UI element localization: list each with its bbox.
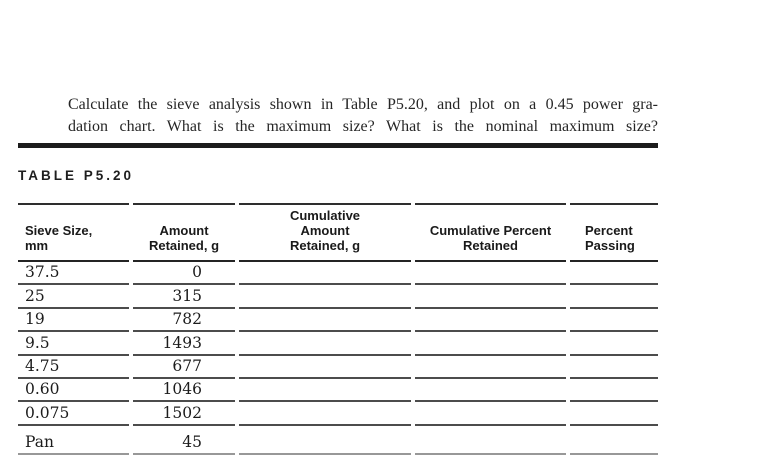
sieve-analysis-table: Sieve Size, mm Amount Retained, g Cumula… <box>18 203 658 456</box>
cell-value: 0.60 <box>25 380 60 399</box>
cell-percent-passing <box>570 262 658 286</box>
cell-cumulative-percent <box>415 262 566 286</box>
cell-value: 45 <box>182 433 202 452</box>
header-sieve-size: Sieve Size, mm <box>18 203 129 262</box>
cell-value: 1502 <box>162 403 202 422</box>
header-amount-retained-label: Amount Retained, g <box>148 223 220 253</box>
cell-amount-retained: 45 <box>133 426 235 456</box>
cell-amount-retained: 782 <box>133 309 235 333</box>
cell-cumulative-percent <box>415 309 566 333</box>
cell-value: 25 <box>25 286 45 305</box>
cell-sieve-size: 25 <box>18 285 129 309</box>
cell-cumulative-amount <box>239 356 411 379</box>
problem-statement: Calculate the sieve analysis shown in Ta… <box>68 94 658 137</box>
cell-sieve-size: 37.5 <box>18 262 129 286</box>
cell-cumulative-amount <box>239 332 411 356</box>
cell-amount-retained: 0 <box>133 262 235 286</box>
cell-cumulative-amount <box>239 426 411 456</box>
cell-value: 677 <box>172 356 202 375</box>
cell-cumulative-amount <box>239 262 411 286</box>
cell-cumulative-percent <box>415 332 566 356</box>
cell-cumulative-amount <box>239 402 411 426</box>
table-row: 19 782 <box>18 309 658 333</box>
table-header-row: Sieve Size, mm Amount Retained, g Cumula… <box>18 203 658 262</box>
cell-sieve-size: 0.60 <box>18 379 129 403</box>
cell-percent-passing <box>570 285 658 309</box>
cell-percent-passing <box>570 309 658 333</box>
header-amount-retained: Amount Retained, g <box>133 203 235 262</box>
cell-cumulative-amount <box>239 285 411 309</box>
cell-sieve-size: 0.075 <box>18 402 129 426</box>
cell-value: 4.75 <box>25 356 60 375</box>
cell-value: 1046 <box>162 380 202 399</box>
table-row: 9.5 1493 <box>18 332 658 356</box>
problem-line-2: dation chart. What is the maximum size? … <box>68 117 658 135</box>
header-cumulative-percent-label: Cumulative Percent Retained <box>429 223 552 253</box>
cell-sieve-size: 4.75 <box>18 356 129 379</box>
cell-amount-retained: 677 <box>133 356 235 379</box>
section-divider-rule <box>18 143 658 148</box>
cell-value: 0.075 <box>25 403 70 422</box>
cell-sieve-size: 9.5 <box>18 332 129 356</box>
cell-cumulative-amount <box>239 379 411 403</box>
cell-value: 0 <box>192 263 202 282</box>
table-row: 25 315 <box>18 285 658 309</box>
cell-cumulative-percent <box>415 356 566 379</box>
cell-value: Pan <box>25 433 54 452</box>
header-cumulative-percent: Cumulative Percent Retained <box>415 203 566 262</box>
cell-percent-passing <box>570 332 658 356</box>
cell-percent-passing <box>570 402 658 426</box>
cell-amount-retained: 1493 <box>133 332 235 356</box>
table-row: 37.5 0 <box>18 262 658 286</box>
header-cumulative-amount: Cumulative Amount Retained, g <box>239 203 411 262</box>
cell-value: 37.5 <box>25 263 60 282</box>
table-row: 0.60 1046 <box>18 379 658 403</box>
cell-amount-retained: 1046 <box>133 379 235 403</box>
table-row: 0.075 1502 <box>18 402 658 426</box>
cell-percent-passing <box>570 426 658 456</box>
cell-value: 9.5 <box>25 333 50 352</box>
cell-cumulative-percent <box>415 285 566 309</box>
cell-cumulative-percent <box>415 402 566 426</box>
header-percent-passing-label: Percent Passing <box>585 223 635 253</box>
cell-value: 1493 <box>162 333 202 352</box>
cell-percent-passing <box>570 356 658 379</box>
table-row: 4.75 677 <box>18 356 658 379</box>
problem-line-1: Calculate the sieve analysis shown in Ta… <box>68 96 658 113</box>
cell-value: 315 <box>172 286 202 305</box>
cell-cumulative-percent <box>415 426 566 456</box>
cell-cumulative-amount <box>239 309 411 333</box>
cell-sieve-size: 19 <box>18 309 129 333</box>
cell-value: 782 <box>172 310 202 329</box>
header-percent-passing: Percent Passing <box>570 203 658 262</box>
cell-value: 19 <box>25 310 45 329</box>
cell-percent-passing <box>570 379 658 403</box>
header-sieve-size-label: Sieve Size, mm <box>25 223 93 253</box>
cell-sieve-size: Pan <box>18 426 129 456</box>
cell-amount-retained: 315 <box>133 285 235 309</box>
table-row: Pan 45 <box>18 426 658 456</box>
header-cumulative-amount-label: Cumulative Amount Retained, g <box>289 208 361 253</box>
cell-cumulative-percent <box>415 379 566 403</box>
cell-amount-retained: 1502 <box>133 402 235 426</box>
table-caption: TABLE P5.20 <box>18 168 135 183</box>
